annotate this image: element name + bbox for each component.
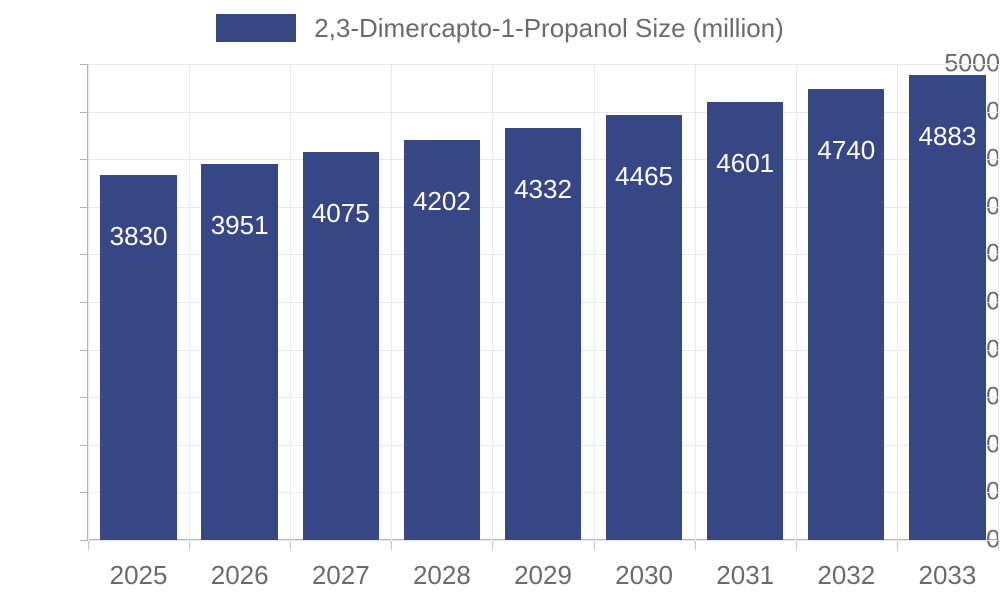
gridline-horizontal [88,540,998,541]
bar-2028[interactable]: 4202 [403,139,481,540]
x-axis-tick-label: 2027 [311,560,370,590]
bar-value-label: 4465 [615,160,674,191]
legend-label-series-1: 2,3-Dimercapto-1-Propanol Size (million) [314,13,784,43]
bar-value-label: 4332 [514,173,572,204]
y-axis-tick-label: 5000 [944,49,1000,78]
bar-value-label: 4202 [412,185,471,216]
bar-2033[interactable]: 4883 [909,75,986,540]
x-axis-tick-label: 2026 [210,560,269,590]
bar-2029[interactable]: 4332 [504,127,582,540]
x-axis-tick-mark [492,541,493,550]
bar-value-label: 4601 [716,148,775,178]
gridline-vertical [492,64,493,540]
y-axis-tick-mark [80,64,87,65]
bar-2031[interactable]: 4601 [707,102,784,540]
plot-area: 3830 3951 4075 4202 4332 4465 4601 4740 4883 [88,64,999,541]
y-axis-tick-mark [80,492,87,494]
gridline-vertical [391,64,392,540]
y-axis-tick-mark [80,206,87,208]
bar-value-label: 3830 [109,221,168,252]
x-axis-tick-mark [897,541,898,550]
x-axis-tick-mark [594,541,595,550]
x-axis-tick-label: 2032 [817,560,876,590]
x-axis-tick-label: 2031 [716,560,775,590]
y-axis-tick-mark [80,111,87,113]
bar-2027[interactable]: 4075 [302,152,379,540]
gridline-vertical [594,64,595,540]
gridline-vertical [189,64,190,540]
y-axis-tick-mark [80,397,87,399]
gridline-vertical [796,64,797,540]
bar-value-label: 3951 [210,209,269,240]
x-axis-tick-mark [189,541,190,550]
gridline-vertical [998,64,999,540]
x-axis-tick-mark [290,541,291,550]
gridline-vertical [290,64,291,540]
bar-value-label: 4740 [817,134,876,165]
y-axis-tick-mark [80,444,87,446]
x-axis-tick-mark [88,541,89,550]
bar-2032[interactable]: 4740 [808,88,885,540]
y-axis-tick-mark [80,302,87,303]
x-axis-tick-mark [391,541,392,550]
chart-legend: 2,3-Dimercapto-1-Propanol Size (million) [0,0,1000,56]
x-axis-tick-mark [796,541,797,550]
gridline-horizontal [88,111,998,113]
bar-2030[interactable]: 4465 [605,114,683,540]
bar-2025[interactable]: 3830 [100,175,177,540]
legend-swatch-series-1 [216,14,297,42]
y-axis-tick-mark [80,349,87,351]
y-axis-tick-mark [80,159,87,161]
bar-2026[interactable]: 3951 [201,163,278,540]
x-axis-tick-label: 2030 [615,560,674,590]
x-axis-tick-label: 2025 [109,560,168,590]
y-axis-tick-label: 0 [986,525,1000,554]
x-axis-tick-mark [998,541,999,550]
bar-value-label: 4883 [918,121,977,152]
gridline-vertical [695,64,696,540]
x-axis-tick-mark [695,541,696,550]
bar-value-label: 4075 [311,198,370,229]
gridline-vertical [897,64,898,540]
gridline-vertical [88,64,89,540]
x-axis-tick-label: 2028 [412,560,471,590]
x-axis-tick-label: 2033 [918,560,977,590]
x-axis-tick-label: 2029 [514,560,572,590]
y-axis-tick-mark [80,540,87,541]
gridline-horizontal [88,64,998,65]
y-axis-tick-mark [80,254,87,256]
